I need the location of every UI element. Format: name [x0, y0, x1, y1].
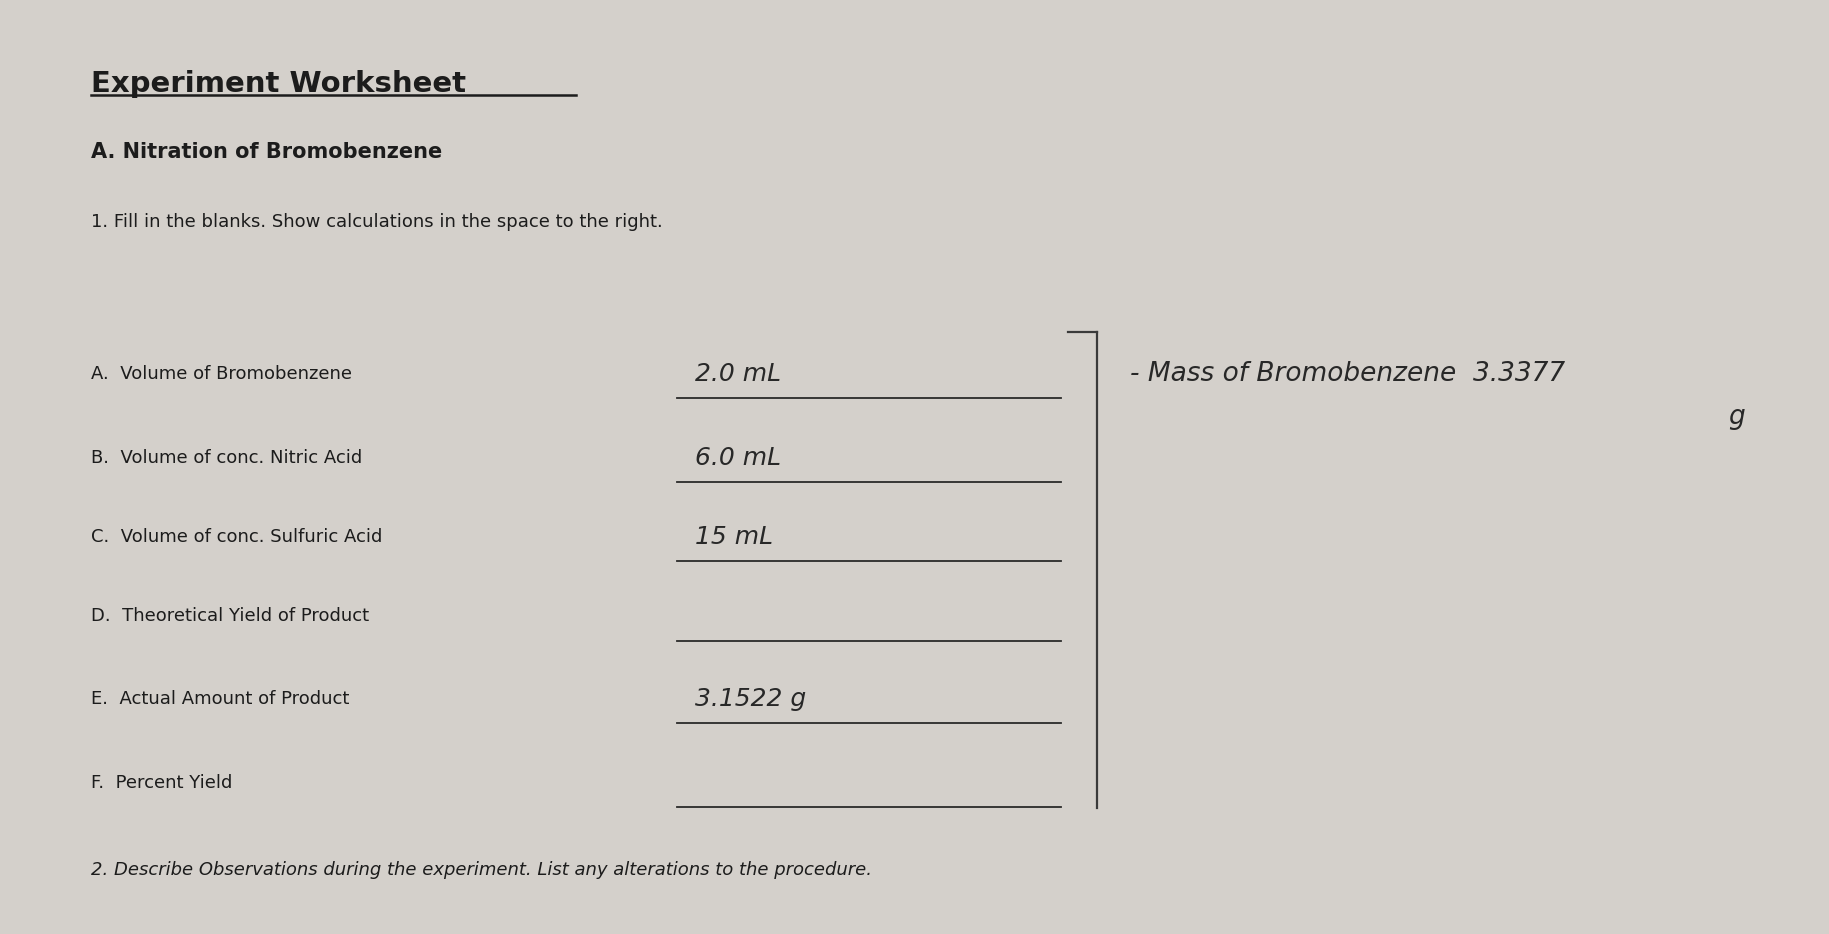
Text: 6.0 mL: 6.0 mL: [695, 446, 781, 470]
Text: A. Nitration of Bromobenzene: A. Nitration of Bromobenzene: [91, 142, 443, 162]
Text: 2.0 mL: 2.0 mL: [695, 361, 781, 386]
Text: E.  Actual Amount of Product: E. Actual Amount of Product: [91, 689, 349, 708]
Text: 15 mL: 15 mL: [695, 525, 774, 549]
Text: g: g: [1728, 404, 1745, 431]
Text: 1. Fill in the blanks. Show calculations in the space to the right.: 1. Fill in the blanks. Show calculations…: [91, 213, 664, 231]
Text: 3.1522 g: 3.1522 g: [695, 686, 807, 711]
Text: C.  Volume of conc. Sulfuric Acid: C. Volume of conc. Sulfuric Acid: [91, 528, 382, 546]
Text: A.  Volume of Bromobenzene: A. Volume of Bromobenzene: [91, 364, 353, 383]
Text: D.  Theoretical Yield of Product: D. Theoretical Yield of Product: [91, 607, 369, 626]
Text: B.  Volume of conc. Nitric Acid: B. Volume of conc. Nitric Acid: [91, 448, 362, 467]
Text: F.  Percent Yield: F. Percent Yield: [91, 773, 232, 792]
Text: Experiment Worksheet: Experiment Worksheet: [91, 70, 466, 98]
Text: 2. Describe Observations during the experiment. List any alterations to the proc: 2. Describe Observations during the expe…: [91, 861, 872, 880]
Text: - Mass of Bromobenzene  3.3377: - Mass of Bromobenzene 3.3377: [1130, 361, 1566, 387]
